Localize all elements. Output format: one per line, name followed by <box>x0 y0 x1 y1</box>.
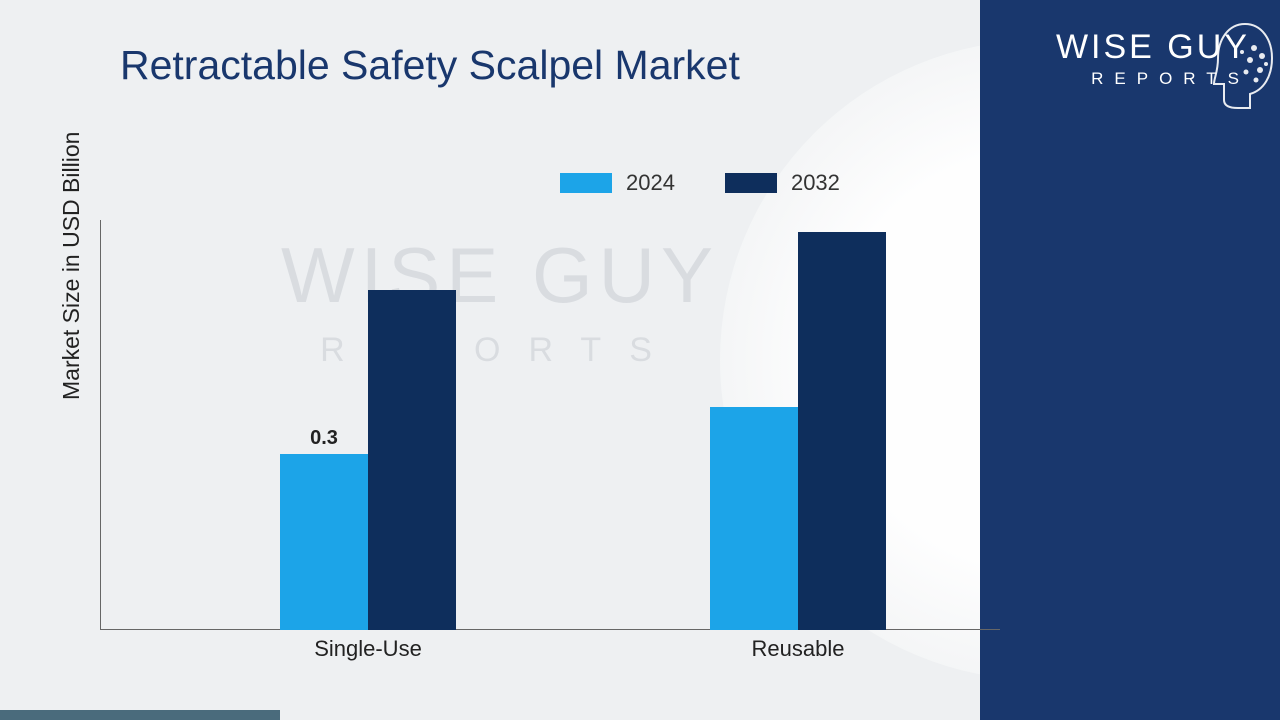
footer-stripe <box>0 710 280 720</box>
y-axis-label: Market Size in USD Billion <box>58 132 85 400</box>
legend-swatch-2032 <box>725 173 777 193</box>
bar <box>798 232 886 630</box>
brand-logo: WISE GUY REPORTS <box>1056 28 1250 89</box>
legend: 2024 2032 <box>560 170 840 196</box>
category-label: Reusable <box>752 636 845 662</box>
y-axis <box>100 220 101 630</box>
brand-line1: WISE GUY <box>1056 28 1250 67</box>
bar <box>368 290 456 630</box>
chart-title: Retractable Safety Scalpel Market <box>120 42 740 89</box>
bar <box>710 407 798 630</box>
category-label: Single-Use <box>314 636 422 662</box>
bar-group <box>710 232 890 630</box>
legend-label-2024: 2024 <box>626 170 675 196</box>
chart-canvas: WISE GUY REPORTS Retractable Safety Scal… <box>0 0 1280 720</box>
bar <box>280 454 368 630</box>
brand-line2: REPORTS <box>1056 69 1250 89</box>
bar-group <box>280 290 460 630</box>
bar-value-label: 0.3 <box>310 427 338 450</box>
legend-item-2032: 2032 <box>725 170 840 196</box>
legend-label-2032: 2032 <box>791 170 840 196</box>
plot-area: 0.3 <box>100 220 1000 630</box>
legend-item-2024: 2024 <box>560 170 675 196</box>
legend-swatch-2024 <box>560 173 612 193</box>
